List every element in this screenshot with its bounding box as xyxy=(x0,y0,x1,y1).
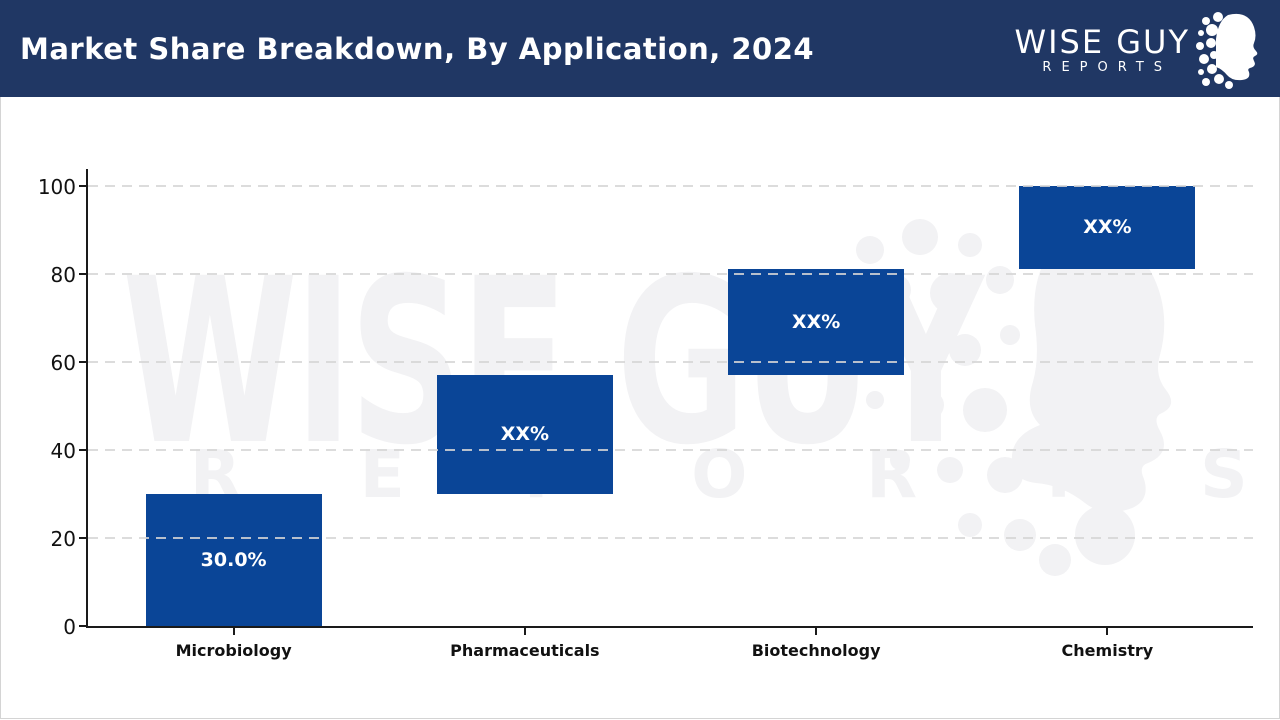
x-tick-mark xyxy=(815,626,818,635)
y-tick-mark xyxy=(79,272,87,275)
x-tick-mark xyxy=(232,626,235,635)
logo-wordmark: WISE GUY xyxy=(1014,22,1190,61)
y-tick-mark xyxy=(79,625,87,627)
y-axis-tick-label: 20 xyxy=(50,526,76,551)
wiseguy-logo-text: WISE GUY REPORTS xyxy=(1014,22,1190,76)
wiseguy-logo: WISE GUY REPORTS xyxy=(1014,8,1266,92)
x-tick-mark xyxy=(523,626,526,635)
y-tick-mark xyxy=(79,536,87,539)
y-axis-tick-label: 80 xyxy=(50,262,76,287)
y-tick-mark xyxy=(79,448,87,451)
logo-subtitle: REPORTS xyxy=(1042,59,1173,75)
gridline-80 xyxy=(88,272,1253,275)
gridline-100 xyxy=(88,184,1253,187)
x-axis-category-label: Pharmaceuticals xyxy=(450,641,600,660)
x-axis-category-label: Biotechnology xyxy=(751,641,881,660)
page-title: Market Share Breakdown, By Application, … xyxy=(20,31,815,66)
bar-value-label: XX% xyxy=(500,423,550,446)
gridline-60 xyxy=(88,360,1253,363)
y-tick-mark xyxy=(79,360,87,363)
dotted-head-profile-icon xyxy=(1196,12,1258,89)
gridline-20 xyxy=(88,536,1253,539)
bar-value-label: XX% xyxy=(1083,216,1132,239)
bar-pharmaceuticals: XX% xyxy=(436,374,613,494)
bar-biotechnology: XX% xyxy=(728,269,905,375)
x-tick-mark xyxy=(1106,626,1109,635)
x-axis-category-label: Chemistry xyxy=(1061,641,1154,660)
x-axis-line xyxy=(86,626,1253,628)
bar-value-label: XX% xyxy=(791,311,841,334)
y-axis-tick-label: 60 xyxy=(50,350,76,375)
y-axis-line xyxy=(86,169,88,628)
bar-chemistry: XX% xyxy=(1019,185,1196,270)
y-axis-tick-label: 100 xyxy=(37,174,76,199)
x-axis-category-label: Microbiology xyxy=(175,641,292,660)
header-band: Market Share Breakdown, By Application, … xyxy=(0,0,1280,97)
y-axis-tick-label: 0 xyxy=(63,615,76,639)
y-tick-mark xyxy=(79,184,87,187)
gridline-40 xyxy=(88,448,1253,451)
bar-microbiology: 30.0% xyxy=(145,493,322,626)
y-axis-tick-label: 40 xyxy=(50,438,76,463)
bar-value-label: 30.0% xyxy=(200,548,267,571)
